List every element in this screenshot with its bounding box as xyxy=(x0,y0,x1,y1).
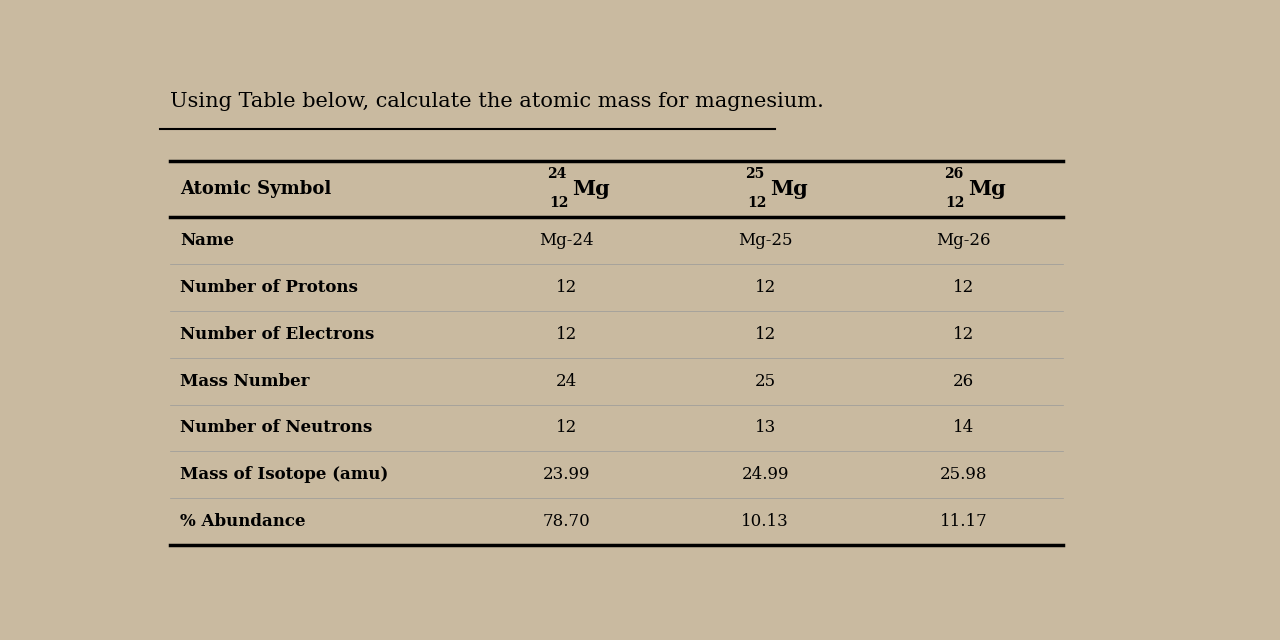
Text: 10.13: 10.13 xyxy=(741,513,788,530)
Text: Name: Name xyxy=(179,232,234,249)
Text: Mg-26: Mg-26 xyxy=(936,232,991,249)
Text: 13: 13 xyxy=(754,419,776,436)
Text: 25: 25 xyxy=(745,167,764,181)
Text: Number of Electrons: Number of Electrons xyxy=(179,326,374,343)
Text: 12: 12 xyxy=(754,279,776,296)
Bar xyxy=(170,498,1062,545)
Text: 25.98: 25.98 xyxy=(940,466,987,483)
Bar xyxy=(170,404,1062,451)
Text: 23.99: 23.99 xyxy=(543,466,590,483)
Text: 14: 14 xyxy=(952,419,974,436)
Text: Number of Protons: Number of Protons xyxy=(179,279,357,296)
Text: 26: 26 xyxy=(952,372,974,390)
Text: 25: 25 xyxy=(754,372,776,390)
Bar xyxy=(170,264,1062,311)
Text: 12: 12 xyxy=(952,279,974,296)
Text: 12: 12 xyxy=(754,326,776,343)
Text: 78.70: 78.70 xyxy=(543,513,590,530)
Text: 11.17: 11.17 xyxy=(940,513,987,530)
Text: Mg-24: Mg-24 xyxy=(539,232,594,249)
Text: 12: 12 xyxy=(556,279,577,296)
Text: Mass Number: Mass Number xyxy=(179,372,310,390)
Text: 24: 24 xyxy=(547,167,566,181)
Text: 12: 12 xyxy=(952,326,974,343)
Text: 12: 12 xyxy=(549,196,568,210)
Text: 12: 12 xyxy=(556,326,577,343)
Text: 24: 24 xyxy=(556,372,577,390)
Text: Mg: Mg xyxy=(969,179,1006,199)
Text: 12: 12 xyxy=(748,196,767,210)
Text: Number of Neutrons: Number of Neutrons xyxy=(179,419,372,436)
Text: Using Table below, calculate the atomic mass for magnesium.: Using Table below, calculate the atomic … xyxy=(170,92,824,111)
Bar xyxy=(170,161,1062,217)
Text: Mass of Isotope (amu): Mass of Isotope (amu) xyxy=(179,466,388,483)
Text: Atomic Symbol: Atomic Symbol xyxy=(179,180,332,198)
Bar xyxy=(170,358,1062,404)
Bar xyxy=(170,217,1062,264)
Bar xyxy=(170,311,1062,358)
Text: 26: 26 xyxy=(943,167,963,181)
Text: % Abundance: % Abundance xyxy=(179,513,306,530)
Text: 24.99: 24.99 xyxy=(741,466,788,483)
Text: 12: 12 xyxy=(946,196,965,210)
Bar xyxy=(170,451,1062,498)
Text: 12: 12 xyxy=(556,419,577,436)
Text: Mg: Mg xyxy=(572,179,609,199)
Text: Mg-25: Mg-25 xyxy=(737,232,792,249)
Text: Mg: Mg xyxy=(771,179,808,199)
